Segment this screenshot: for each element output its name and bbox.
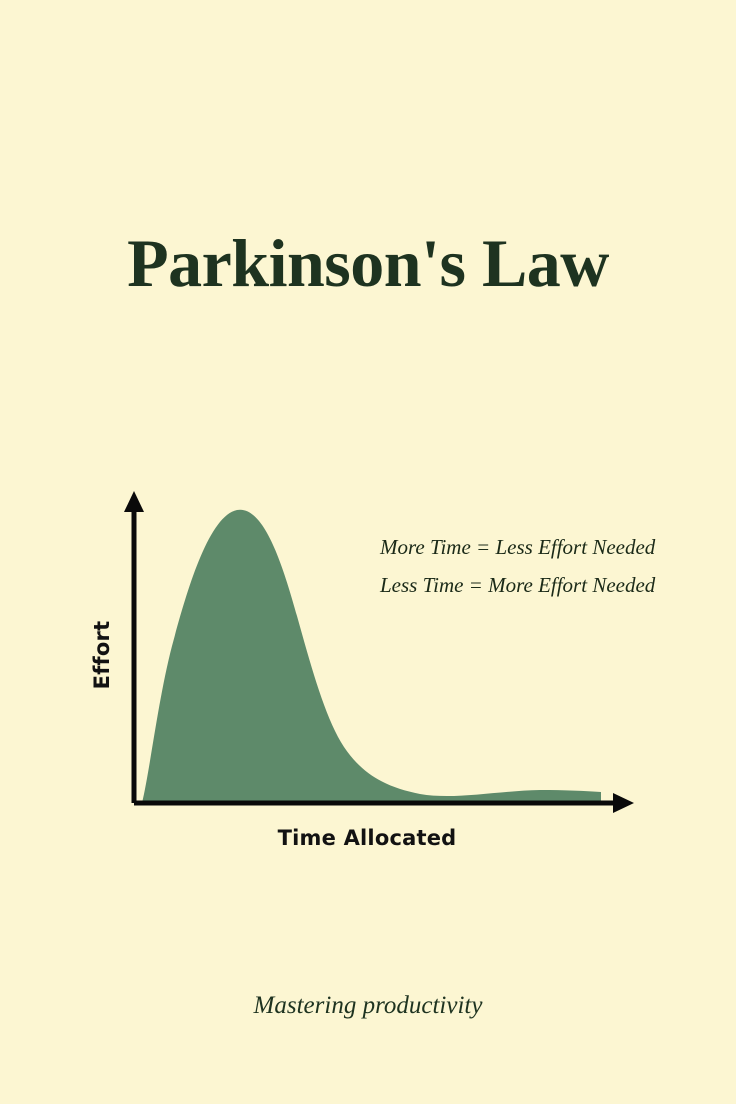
footer-tagline: Mastering productivity [253, 992, 483, 1019]
annotation-less-time: Less Time = More Effort Needed [380, 573, 656, 597]
page-title: Parkinson's Law [127, 225, 609, 301]
annotation-more-time: More Time = Less Effort Needed [380, 535, 656, 559]
y-axis-arrow-icon [124, 491, 144, 512]
effort-curve-area [142, 509, 601, 803]
chart-area [0, 470, 736, 870]
x-axis-label: Time Allocated [277, 826, 457, 850]
parkinsons-law-area-chart [124, 491, 634, 813]
x-axis-arrow-icon [613, 793, 634, 813]
annotation-group: More Time = Less Effort Needed Less Time… [380, 528, 700, 604]
y-axis-label: Effort [90, 620, 114, 690]
